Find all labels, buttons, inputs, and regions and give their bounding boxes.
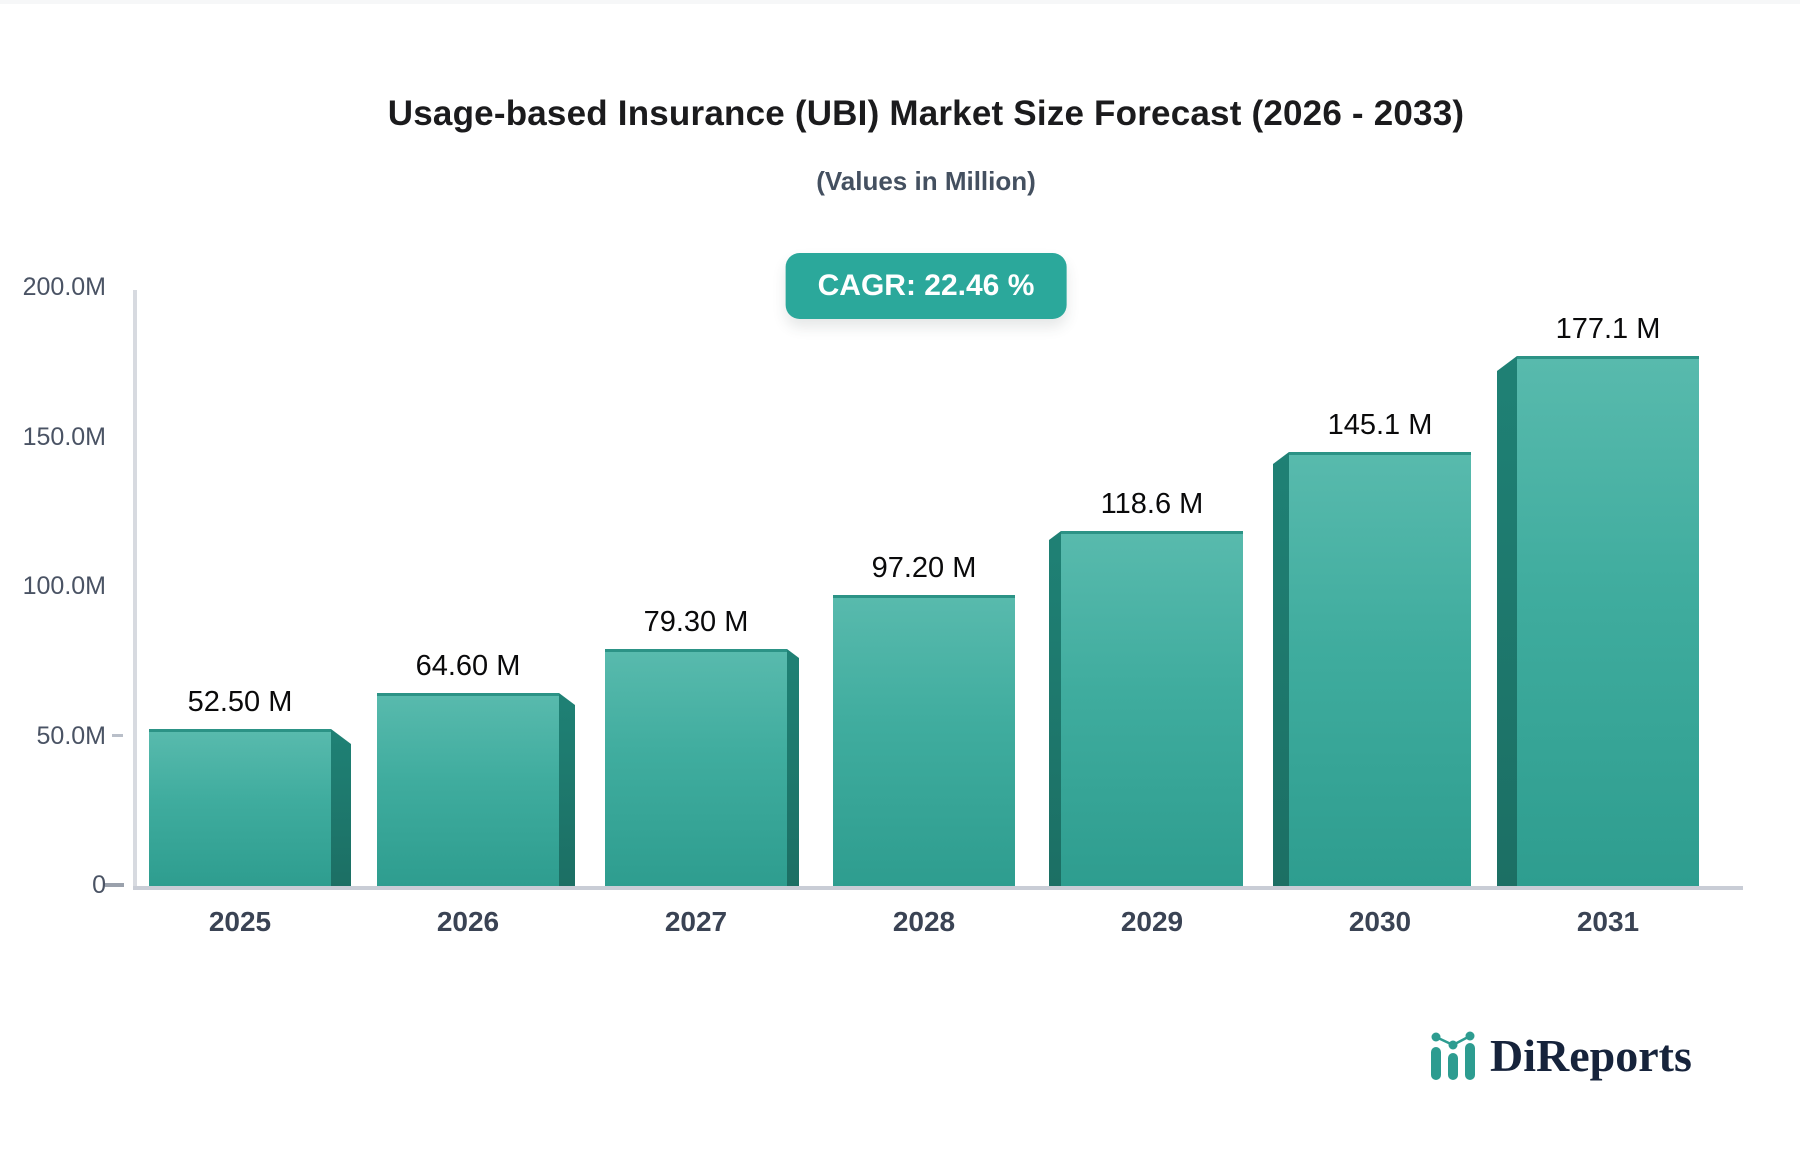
x-category-label-2028: 2028	[892, 906, 956, 937]
y-tick-label-0: 0	[92, 871, 106, 899]
bar-2026-3d-side	[559, 693, 575, 886]
bar-value-label-2031: 177.1 M	[1555, 313, 1661, 345]
bar-2030-3d-side	[1273, 452, 1289, 886]
bar-2031-3d-side	[1497, 356, 1517, 886]
x-category-label-2031: 2031	[1576, 906, 1640, 937]
y-tick-label-150.0M: 150.0M	[22, 422, 106, 451]
bar-value-label-2028: 97.20 M	[871, 552, 977, 584]
x-category-label-2025: 2025	[208, 906, 272, 937]
x-category-label-2030: 2030	[1348, 906, 1412, 937]
x-category-label-2027: 2027	[664, 906, 728, 937]
bar-2030	[1289, 452, 1471, 886]
chart-title: Usage-based Insurance (UBI) Market Size …	[387, 94, 1465, 133]
y-axis-tick-0	[105, 883, 124, 887]
cagr-badge: CAGR: 22.46 %	[785, 253, 1067, 319]
bar-2029-3d-side	[1049, 531, 1061, 886]
bar-2027	[605, 649, 787, 886]
bar-2026	[377, 693, 559, 886]
y-tick-label-200.0M: 200.0M	[22, 273, 106, 301]
brand-logo: DiReports	[1428, 1030, 1692, 1082]
brand-name: DiReports	[1490, 1030, 1692, 1081]
bar-value-label-2030: 145.1 M	[1327, 409, 1433, 441]
bar-value-label-2025: 52.50 M	[187, 686, 293, 718]
bar-2025	[149, 729, 331, 886]
bar-value-label-2027: 79.30 M	[643, 606, 749, 638]
y-tick-label-50.0M: 50.0M	[36, 721, 106, 750]
bar-value-label-2029: 118.6 M	[1100, 488, 1204, 520]
x-axis-baseline	[133, 886, 1743, 890]
chart-subtitle: (Values in Million)	[816, 166, 1036, 196]
y-tick-label-100.0M: 100.0M	[22, 572, 106, 600]
bar-value-label-2026: 64.60 M	[415, 650, 521, 682]
y-axis-line	[133, 290, 137, 890]
bar-2028	[833, 595, 1015, 886]
bar-2027-3d-side	[787, 649, 799, 886]
bar-2031	[1517, 356, 1699, 886]
x-category-label-2026: 2026	[436, 906, 500, 937]
y-axis-tick-50m	[112, 734, 123, 737]
bar-2029	[1061, 531, 1243, 886]
top-edge-hairline	[0, 0, 1800, 4]
bar-line-chart-icon	[1431, 1031, 1475, 1080]
x-category-label-2029: 2029	[1120, 906, 1184, 937]
bar-2025-3d-side	[331, 729, 351, 886]
